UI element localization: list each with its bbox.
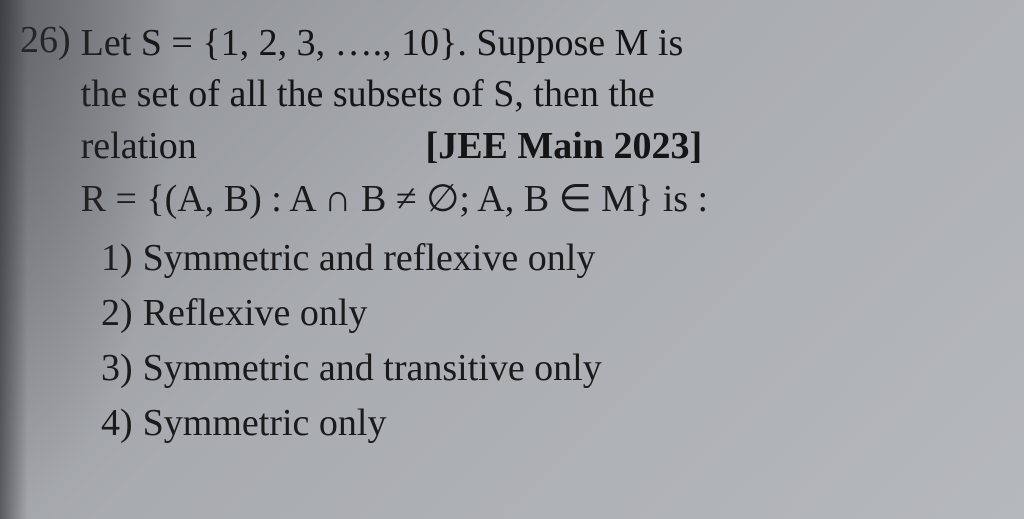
option-text: Symmetric only [143, 396, 387, 451]
option-text: Symmetric and reflexive only [143, 231, 596, 286]
option-number: 2) [81, 286, 133, 341]
question-block: 26) Let S = {1, 2, 3, …., 10}. Suppose M… [20, 18, 1014, 452]
option-text: Symmetric and transitive only [143, 341, 602, 396]
option-3: 3) Symmetric and transitive only [81, 341, 708, 396]
question-line-1: Let S = {1, 2, 3, …., 10}. Suppose M is [81, 18, 708, 69]
option-number: 1) [81, 231, 133, 286]
exam-tag: [JEE Main 2023] [426, 121, 703, 172]
option-number: 3) [81, 341, 133, 396]
relation-word: relation [81, 121, 197, 172]
option-2: 2) Reflexive only [81, 286, 708, 341]
options-list: 1) Symmetric and reflexive only 2) Refle… [81, 231, 708, 451]
relation-definition: R = {(A, B) : A ∩ B ≠ ∅; A, B ∈ M} is : [81, 174, 708, 225]
question-number: 26) [20, 18, 71, 64]
question-line-2: the set of all the subsets of S, then th… [81, 69, 708, 120]
option-text: Reflexive only [143, 286, 368, 341]
option-1: 1) Symmetric and reflexive only [81, 231, 708, 286]
question-line-3: relation [JEE Main 2023] [81, 121, 708, 172]
question-body: Let S = {1, 2, 3, …., 10}. Suppose M is … [81, 18, 708, 452]
option-number: 4) [81, 396, 133, 451]
option-4: 4) Symmetric only [81, 396, 708, 451]
